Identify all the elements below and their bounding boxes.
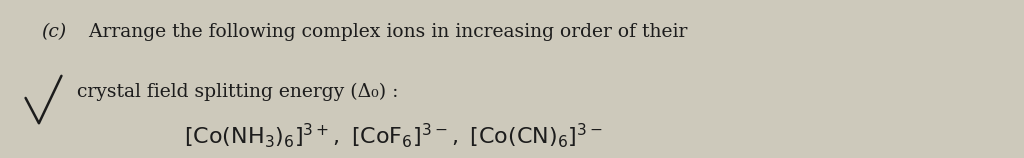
Text: (c): (c): [41, 23, 67, 41]
Text: crystal field splitting energy (Δ₀) :: crystal field splitting energy (Δ₀) :: [77, 82, 398, 101]
Text: $[\mathrm{Co(NH_3)_6}]^{3+},\ [\mathrm{CoF_6}]^{3-},\ [\mathrm{Co(CN)_6}]^{3-}$: $[\mathrm{Co(NH_3)_6}]^{3+},\ [\mathrm{C…: [184, 121, 603, 150]
Text: Arrange the following complex ions in increasing order of their: Arrange the following complex ions in in…: [77, 23, 687, 41]
